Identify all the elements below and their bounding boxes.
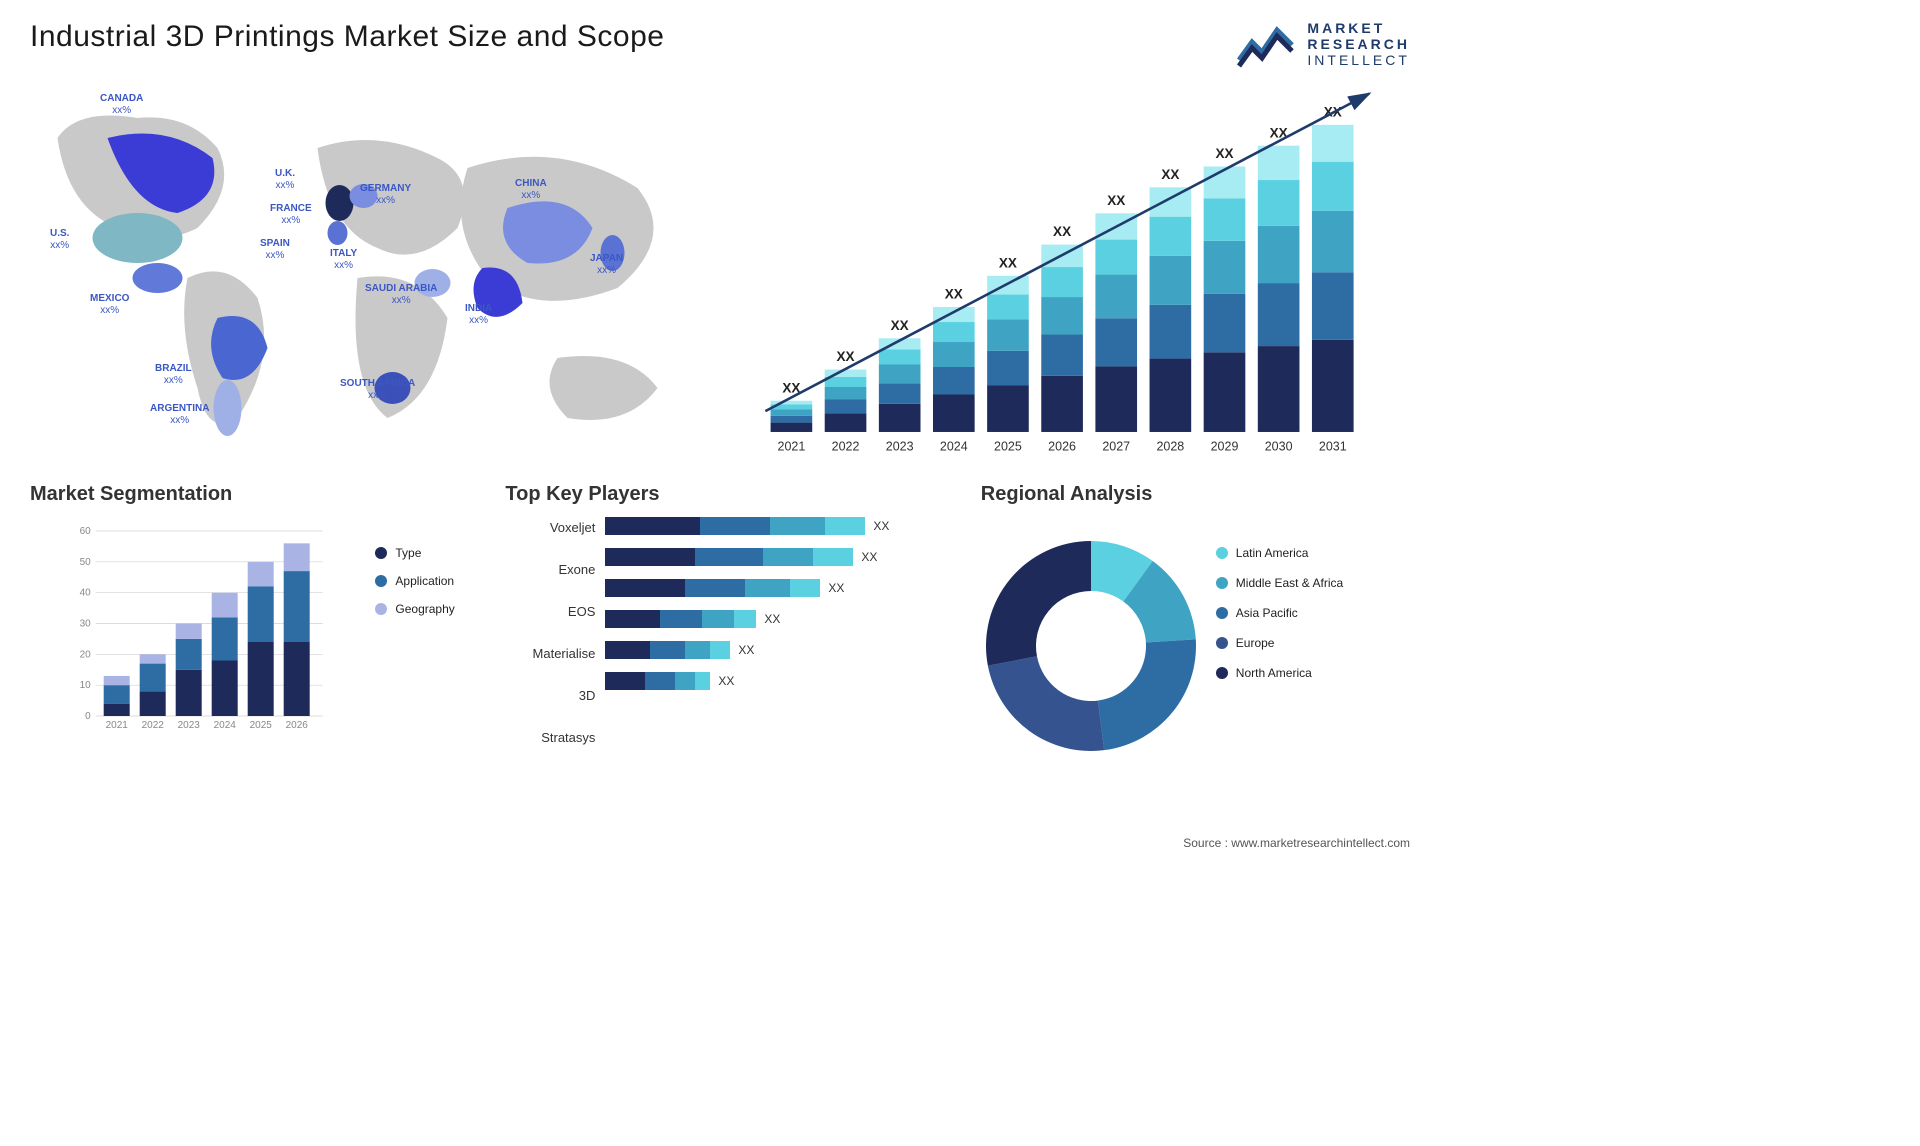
map-label: MEXICOxx% bbox=[90, 293, 129, 317]
svg-text:2025: 2025 bbox=[250, 720, 273, 731]
logo-text: MARKET RESEARCH INTELLECT bbox=[1307, 20, 1410, 68]
page-title: Industrial 3D Printings Market Size and … bbox=[30, 20, 664, 54]
player-label: EOS bbox=[505, 602, 595, 622]
svg-text:40: 40 bbox=[80, 588, 92, 599]
legend-item: Application bbox=[375, 574, 485, 588]
map-label: U.K.xx% bbox=[275, 168, 295, 192]
legend-item: Middle East & Africa bbox=[1216, 576, 1343, 590]
map-label: U.S.xx% bbox=[50, 228, 69, 252]
growth-bar-chart: 2021 XX 2022 XX 2023 XX 2024 XX 2025 XX 2026 XX 2027… bbox=[735, 78, 1410, 458]
svg-text:2024: 2024 bbox=[214, 720, 237, 731]
svg-text:XX: XX bbox=[837, 349, 855, 364]
players-labels: Voxeljet Exone EOS Materialise 3D Stratasys bbox=[505, 516, 595, 759]
svg-text:XX: XX bbox=[1107, 193, 1125, 208]
svg-text:2026: 2026 bbox=[286, 720, 309, 731]
map-label: ITALYxx% bbox=[330, 248, 357, 272]
legend-item: Europe bbox=[1216, 636, 1343, 650]
svg-text:50: 50 bbox=[80, 557, 92, 568]
regional-legend: Latin America Middle East & Africa Asia Pa… bbox=[1216, 546, 1343, 756]
source-label: Source : www.marketresearchintellect.com bbox=[1183, 836, 1410, 850]
player-value: XX bbox=[873, 519, 889, 533]
svg-text:XX: XX bbox=[999, 256, 1017, 271]
svg-text:2023: 2023 bbox=[178, 720, 201, 731]
svg-text:XX: XX bbox=[1053, 225, 1071, 240]
svg-text:30: 30 bbox=[80, 619, 92, 630]
player-label: Exone bbox=[505, 560, 595, 580]
svg-text:2029: 2029 bbox=[1211, 440, 1239, 454]
svg-text:2022: 2022 bbox=[142, 720, 165, 731]
world-map-panel: CANADAxx% U.S.xx% MEXICOxx% BRAZILxx% ARGENT… bbox=[30, 78, 705, 458]
map-label: GERMANYxx% bbox=[360, 183, 411, 207]
svg-text:2023: 2023 bbox=[886, 440, 914, 454]
map-label: FRANCExx% bbox=[270, 203, 312, 227]
player-bar-row: XX bbox=[605, 609, 960, 629]
players-panel: Top Key Players Voxeljet Exone EOS Material… bbox=[505, 483, 960, 759]
segmentation-title: Market Segmentation bbox=[30, 483, 485, 506]
player-value: XX bbox=[718, 674, 734, 688]
player-bar-row: XX bbox=[605, 516, 960, 536]
svg-text:XX: XX bbox=[891, 318, 909, 333]
svg-text:10: 10 bbox=[80, 680, 92, 691]
legend-item: Type bbox=[375, 546, 485, 560]
player-bar-row: XX bbox=[605, 578, 960, 598]
map-label: ARGENTINAxx% bbox=[150, 403, 209, 427]
segmentation-bar-chart: 0 10 20 30 40 50 60 2021 2022 2023 2024 2025 2026 bbox=[30, 526, 365, 736]
player-bar-row: XX bbox=[605, 640, 960, 660]
svg-text:2031: 2031 bbox=[1319, 440, 1347, 454]
growth-chart-panel: 2021 XX 2022 XX 2023 XX 2024 XX 2025 XX 2026 XX 2027… bbox=[735, 78, 1410, 458]
player-bar-row: XX bbox=[605, 547, 960, 567]
legend-item: Geography bbox=[375, 602, 485, 616]
player-value: XX bbox=[764, 612, 780, 626]
map-label: CANADAxx% bbox=[100, 93, 143, 117]
svg-text:2026: 2026 bbox=[1048, 440, 1076, 454]
brand-logo: MARKET RESEARCH INTELLECT bbox=[1237, 20, 1410, 68]
svg-text:2028: 2028 bbox=[1156, 440, 1184, 454]
svg-text:2030: 2030 bbox=[1265, 440, 1293, 454]
regional-donut-chart bbox=[981, 536, 1201, 756]
svg-text:XX: XX bbox=[945, 287, 963, 302]
map-label: SOUTH AFRICAxx% bbox=[340, 378, 415, 402]
map-label: JAPANxx% bbox=[590, 253, 623, 277]
regional-panel: Regional Analysis Latin America Middle Ea… bbox=[981, 483, 1436, 759]
player-value: XX bbox=[828, 581, 844, 595]
svg-text:60: 60 bbox=[80, 526, 92, 537]
regional-title: Regional Analysis bbox=[981, 483, 1153, 506]
svg-text:2021: 2021 bbox=[778, 440, 806, 454]
logo-mark-icon bbox=[1237, 20, 1297, 68]
svg-text:2025: 2025 bbox=[994, 440, 1022, 454]
svg-text:0: 0 bbox=[85, 711, 91, 722]
player-label: Voxeljet bbox=[505, 518, 595, 538]
svg-text:2022: 2022 bbox=[832, 440, 860, 454]
player-label: 3D bbox=[505, 686, 595, 706]
legend-item: North America bbox=[1216, 666, 1343, 680]
map-label: SAUDI ARABIAxx% bbox=[365, 283, 437, 307]
player-label: Stratasys bbox=[505, 728, 595, 748]
segmentation-legend: Type Application Geography bbox=[375, 546, 485, 736]
map-label: BRAZILxx% bbox=[155, 363, 192, 387]
player-value: XX bbox=[738, 643, 754, 657]
player-label: Materialise bbox=[505, 644, 595, 664]
legend-item: Asia Pacific bbox=[1216, 606, 1343, 620]
player-bar-row: XX bbox=[605, 671, 960, 691]
svg-text:XX: XX bbox=[1215, 146, 1233, 161]
segmentation-panel: Market Segmentation 0 10 20 30 40 50 60 2021 202… bbox=[30, 483, 485, 759]
svg-text:2027: 2027 bbox=[1102, 440, 1130, 454]
svg-text:XX: XX bbox=[1161, 167, 1179, 182]
svg-text:2024: 2024 bbox=[940, 440, 968, 454]
svg-text:2021: 2021 bbox=[106, 720, 129, 731]
svg-text:20: 20 bbox=[80, 650, 92, 661]
map-label: SPAINxx% bbox=[260, 238, 290, 262]
map-label: CHINAxx% bbox=[515, 178, 547, 202]
map-label: INDIAxx% bbox=[465, 303, 492, 327]
players-title: Top Key Players bbox=[505, 483, 960, 506]
player-value: XX bbox=[861, 550, 877, 564]
legend-item: Latin America bbox=[1216, 546, 1343, 560]
players-bars: XX XX XX XX XX XX bbox=[605, 516, 960, 759]
